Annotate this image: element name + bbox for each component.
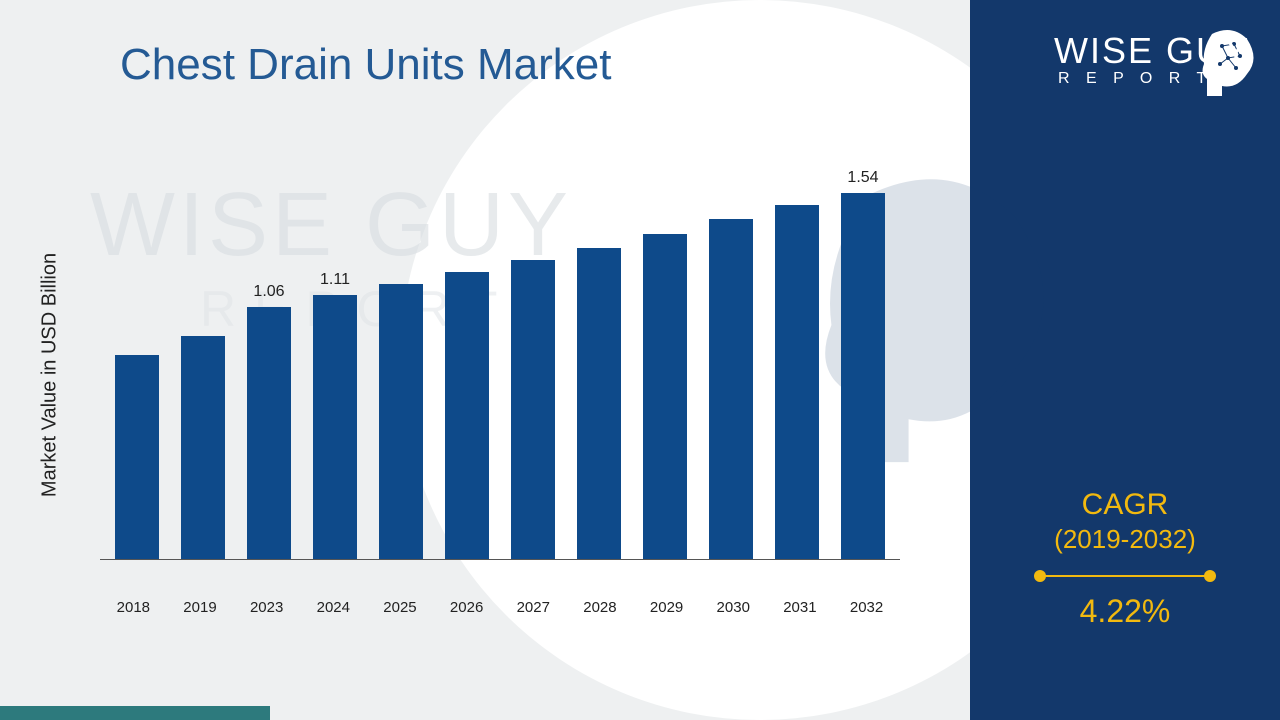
x-tick-label: 2025 bbox=[371, 599, 429, 616]
bar bbox=[247, 307, 291, 559]
bar bbox=[643, 234, 687, 559]
x-tick-label: 2019 bbox=[171, 599, 229, 616]
page-root: WISE GUY REPORTS Chest Drain Units Marke… bbox=[0, 0, 1280, 720]
bar bbox=[445, 272, 489, 559]
bar-value-label: 1.54 bbox=[847, 169, 878, 189]
x-tick-label: 2028 bbox=[571, 599, 629, 616]
logo-sub-text: R E P O R T S bbox=[1054, 70, 1250, 88]
bar bbox=[577, 248, 621, 559]
footer-accent-bar bbox=[0, 706, 270, 720]
bar bbox=[181, 336, 225, 559]
bar bbox=[313, 295, 357, 559]
bar-column bbox=[702, 195, 760, 559]
x-tick-label: 2024 bbox=[304, 599, 362, 616]
x-tick-label: 2023 bbox=[238, 599, 296, 616]
chart-title: Chest Drain Units Market bbox=[120, 40, 611, 90]
bar-value-label: 1.11 bbox=[320, 271, 350, 291]
x-tick-label: 2032 bbox=[838, 599, 896, 616]
bar-column: 1.11 bbox=[306, 271, 364, 559]
x-tick-label: 2027 bbox=[504, 599, 562, 616]
bar bbox=[379, 284, 423, 560]
bar-chart: Market Value in USD Billion 1.061.111.54… bbox=[60, 160, 900, 590]
bar-column bbox=[636, 210, 694, 559]
bar-column bbox=[108, 331, 166, 559]
x-tick-label: 2026 bbox=[438, 599, 496, 616]
bar-column bbox=[438, 248, 496, 559]
cagr-divider bbox=[1040, 575, 1210, 577]
x-tick-label: 2031 bbox=[771, 599, 829, 616]
bar bbox=[511, 260, 555, 559]
x-tick-label: 2018 bbox=[104, 599, 162, 616]
bars-container: 1.06 1.11 1.54 bbox=[100, 160, 900, 559]
bar bbox=[115, 355, 159, 559]
bar-value-label: 1.06 bbox=[253, 283, 284, 303]
bar-column bbox=[768, 181, 826, 559]
x-tick-label: 2029 bbox=[638, 599, 696, 616]
x-axis-labels: 2018 2019 2023 2024 2025 2026 2027 2028 2029 2030… bbox=[100, 599, 900, 616]
bar-column bbox=[174, 312, 232, 559]
bar-column bbox=[504, 236, 562, 559]
bar bbox=[841, 193, 885, 559]
plot-area: 1.06 1.11 1.54 bbox=[100, 160, 900, 560]
cagr-value: 4.22% bbox=[1010, 593, 1240, 630]
cagr-title: CAGR bbox=[1010, 488, 1240, 522]
bar bbox=[709, 219, 753, 559]
cagr-block: CAGR (2019-2032) 4.22% bbox=[1010, 488, 1240, 630]
bar-column: 1.54 bbox=[834, 169, 892, 559]
x-tick-label: 2030 bbox=[704, 599, 762, 616]
bar-column: 1.06 bbox=[240, 283, 298, 559]
brand-logo: WISE GUY R E P O R T S bbox=[1054, 30, 1250, 88]
cagr-years: (2019-2032) bbox=[1010, 524, 1240, 555]
bar-column bbox=[372, 260, 430, 560]
bar bbox=[775, 205, 819, 559]
bar-column bbox=[570, 224, 628, 559]
y-axis-label: Market Value in USD Billion bbox=[39, 253, 62, 497]
logo-main-text: WISE GUY bbox=[1054, 30, 1250, 72]
